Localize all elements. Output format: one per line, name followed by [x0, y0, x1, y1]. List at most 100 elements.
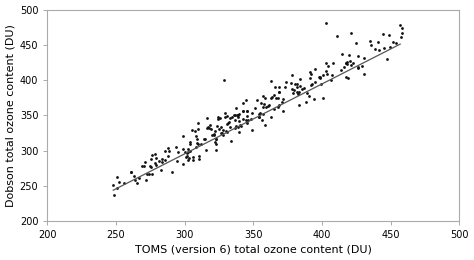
Point: [248, 128, 255, 132]
Point: [180, 147, 187, 151]
Point: [142, 178, 150, 182]
Point: [165, 149, 173, 153]
Point: [322, 21, 330, 25]
Point: [380, 46, 388, 50]
Point: [235, 119, 243, 124]
Point: [270, 93, 277, 97]
Point: [133, 181, 140, 185]
Point: [289, 87, 296, 91]
Point: [236, 123, 244, 127]
Point: [235, 112, 243, 116]
Point: [386, 44, 393, 49]
Point: [148, 153, 155, 157]
Point: [355, 64, 362, 69]
Point: [210, 133, 218, 137]
Point: [343, 75, 350, 79]
Point: [213, 142, 220, 146]
Point: [174, 150, 182, 154]
Point: [253, 98, 261, 102]
Point: [115, 180, 123, 184]
Point: [231, 126, 239, 130]
Point: [307, 76, 314, 80]
Point: [248, 111, 256, 115]
Point: [257, 100, 265, 105]
Point: [352, 41, 360, 45]
Point: [268, 96, 275, 100]
Point: [152, 161, 159, 165]
Point: [272, 84, 279, 89]
Point: [312, 80, 319, 84]
Point: [280, 108, 287, 113]
Point: [194, 141, 201, 145]
Point: [383, 56, 391, 61]
Point: [259, 94, 266, 98]
Point: [295, 90, 303, 94]
Point: [323, 72, 330, 76]
Point: [242, 98, 250, 102]
Point: [161, 158, 168, 162]
Point: [148, 172, 156, 176]
Point: [205, 126, 213, 130]
Point: [305, 94, 313, 98]
Point: [157, 168, 165, 172]
Point: [214, 116, 221, 121]
Point: [255, 115, 263, 119]
Point: [191, 129, 199, 133]
Point: [186, 140, 193, 144]
Point: [265, 103, 273, 107]
Point: [234, 115, 241, 119]
Point: [358, 64, 365, 68]
Point: [201, 137, 208, 141]
Point: [223, 130, 231, 134]
Point: [269, 95, 276, 99]
Y-axis label: Dobson total ozone content (DU): Dobson total ozone content (DU): [6, 24, 16, 207]
Point: [194, 136, 201, 141]
Point: [281, 85, 289, 89]
Point: [194, 142, 202, 146]
Point: [308, 82, 316, 86]
Point: [275, 85, 283, 89]
Point: [366, 39, 374, 43]
Point: [189, 158, 197, 162]
Point: [221, 78, 228, 82]
Point: [131, 178, 139, 182]
Point: [367, 43, 375, 47]
X-axis label: TOMS (version 6) total ozone content (DU): TOMS (version 6) total ozone content (DU…: [135, 244, 372, 255]
Point: [227, 125, 234, 129]
Point: [397, 35, 405, 39]
Point: [259, 112, 267, 116]
Point: [152, 155, 160, 160]
Point: [187, 142, 194, 146]
Point: [180, 134, 187, 138]
Point: [184, 150, 192, 154]
Point: [212, 147, 220, 152]
Point: [243, 114, 250, 118]
Point: [293, 82, 301, 86]
Point: [172, 145, 180, 149]
Point: [343, 62, 350, 66]
Point: [234, 113, 241, 117]
Point: [189, 154, 197, 159]
Point: [214, 114, 222, 119]
Point: [298, 87, 306, 91]
Point: [300, 86, 308, 90]
Point: [221, 115, 228, 120]
Point: [240, 109, 247, 113]
Point: [213, 138, 220, 142]
Point: [398, 26, 406, 30]
Point: [237, 124, 245, 128]
Point: [333, 34, 341, 38]
Point: [337, 68, 345, 73]
Point: [327, 78, 335, 82]
Point: [142, 160, 149, 164]
Point: [240, 116, 247, 121]
Point: [385, 33, 393, 37]
Point: [219, 127, 227, 132]
Point: [211, 140, 219, 144]
Point: [340, 65, 348, 69]
Point: [293, 90, 301, 94]
Point: [311, 67, 319, 71]
Point: [251, 106, 259, 110]
Point: [222, 128, 230, 133]
Point: [243, 119, 251, 124]
